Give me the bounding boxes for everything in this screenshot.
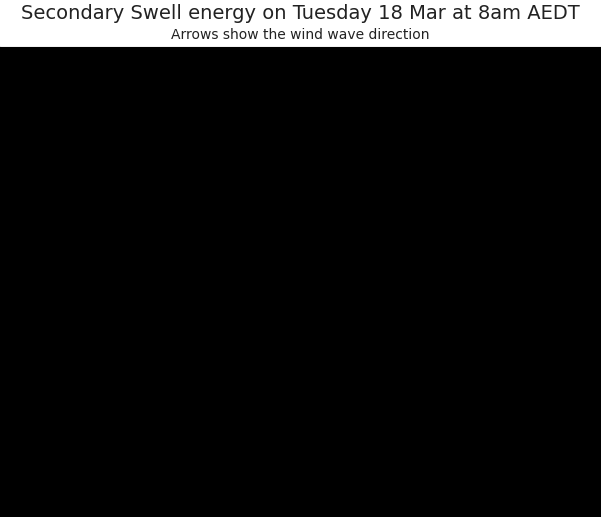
Text: Secondary Swell energy on Tuesday 18 Mar at 8am AEDT: Secondary Swell energy on Tuesday 18 Mar…: [21, 5, 580, 23]
Text: Arrows show the wind wave direction: Arrows show the wind wave direction: [171, 28, 430, 42]
